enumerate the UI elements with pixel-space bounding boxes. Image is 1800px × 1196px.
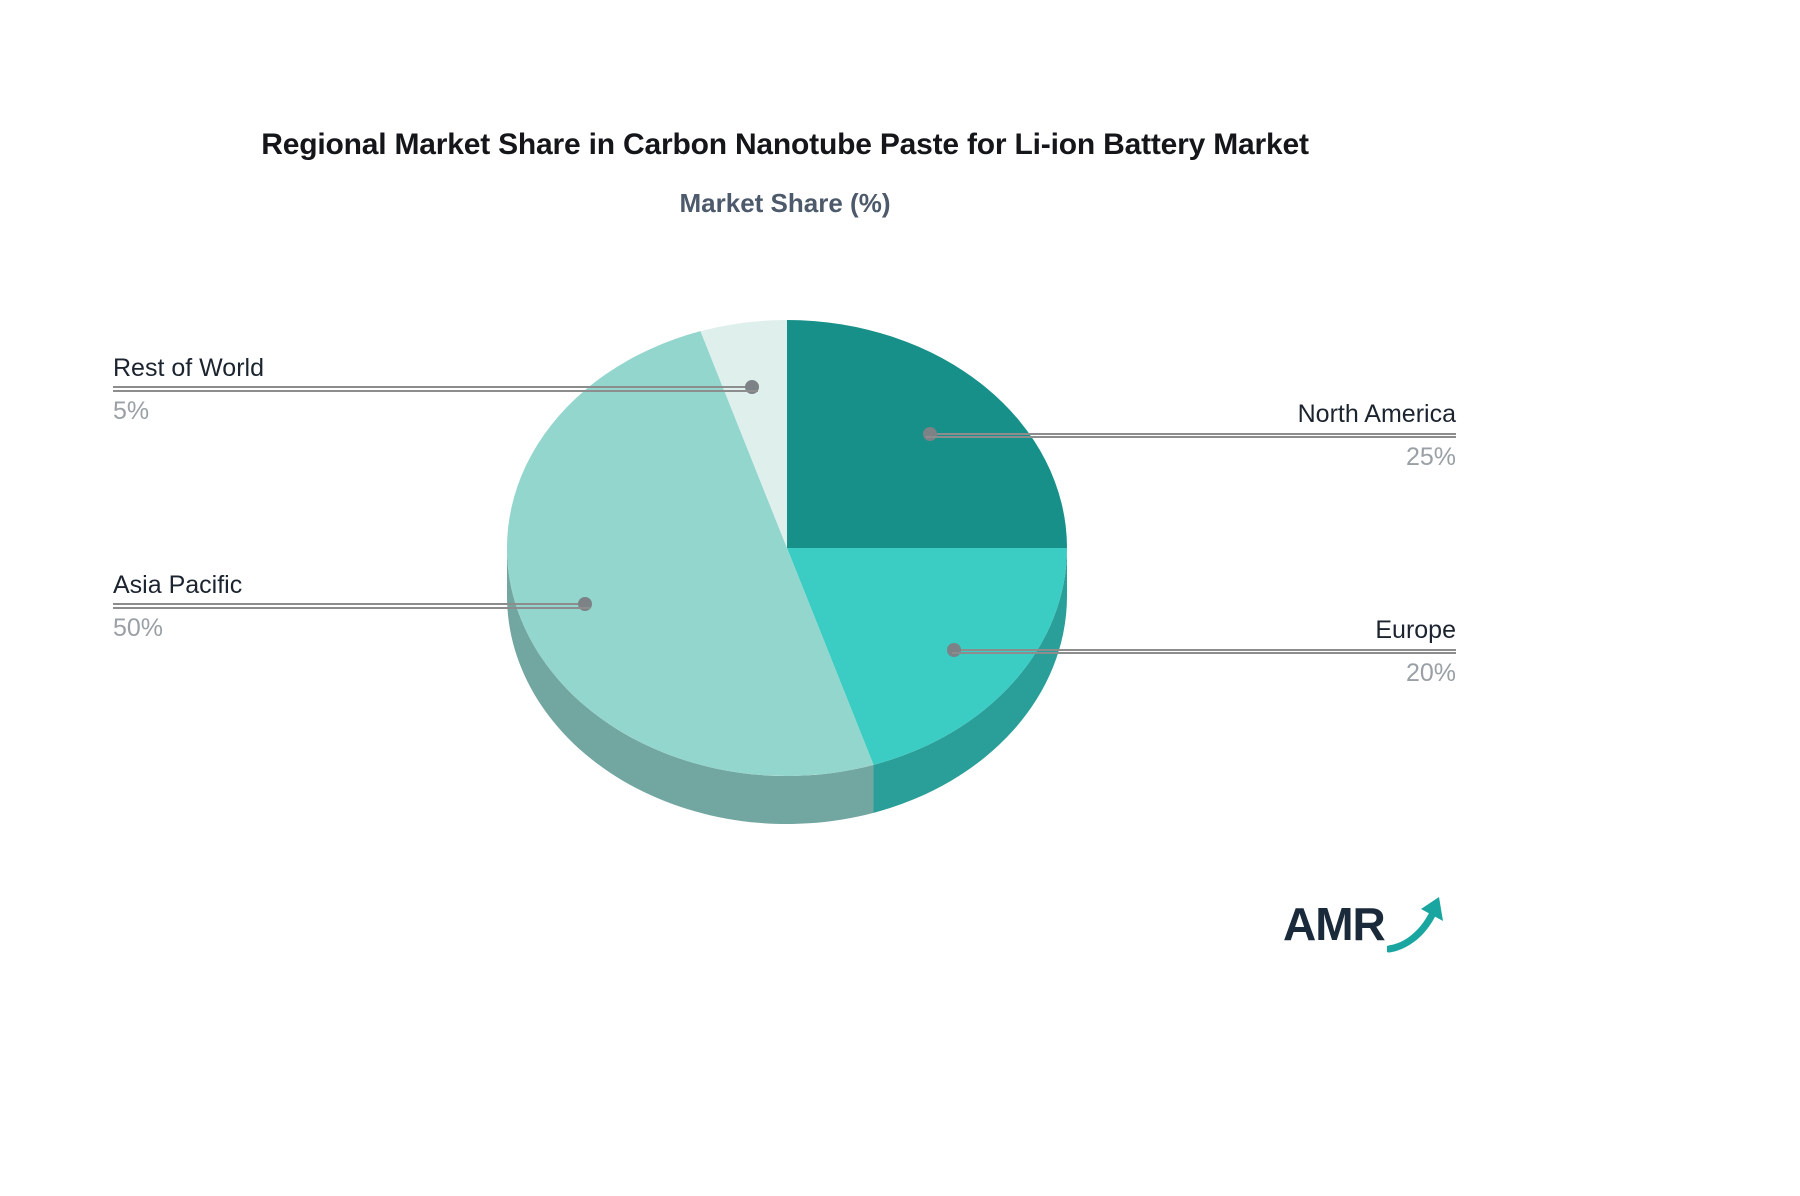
- slice-europe: [787, 548, 1067, 765]
- pie-top-layer: [507, 320, 1067, 776]
- amr-logo-text: AMR: [1283, 898, 1386, 950]
- callout-rule-north-america: [926, 436, 1456, 438]
- callout-label-rest-of-world: Rest of World: [113, 354, 264, 382]
- callout-label-north-america: North America: [1297, 400, 1456, 428]
- page-title: Regional Market Share in Carbon Nanotube…: [261, 128, 1309, 161]
- callout-value-rest-of-world: 5%: [113, 397, 150, 425]
- callout-value-north-america: 25%: [1405, 443, 1456, 471]
- callout-rule-europe: [952, 652, 1456, 654]
- callout-asia-pacific: Asia Pacific 50%: [113, 573, 590, 641]
- callout-value-europe: 20%: [1405, 659, 1456, 687]
- pie-depth-layer: [507, 548, 1067, 824]
- growth-arrow-icon: [1387, 897, 1443, 953]
- slice-rest-of-world: [700, 320, 787, 548]
- callout-value-asia-pacific: 50%: [113, 614, 164, 642]
- callout-label-europe: Europe: [1375, 616, 1456, 644]
- callout-rest-of-world: Rest of World 5%: [113, 356, 758, 424]
- callout-north-america: North America 25%: [926, 402, 1456, 470]
- callout-label-asia-pacific: Asia Pacific: [113, 571, 243, 599]
- slice-asia-pacific: [507, 331, 874, 776]
- callout-europe: Europe 20%: [952, 618, 1456, 686]
- amr-logo: AMR: [1283, 895, 1443, 965]
- callout-rule-asia-pacific: [113, 607, 590, 609]
- slice-side-europe: [873, 548, 1067, 813]
- chart-subtitle: Market Share (%): [679, 188, 891, 218]
- callout-rule-rest-of-world: [113, 390, 758, 392]
- slice-side-asia-pacific: [507, 548, 874, 824]
